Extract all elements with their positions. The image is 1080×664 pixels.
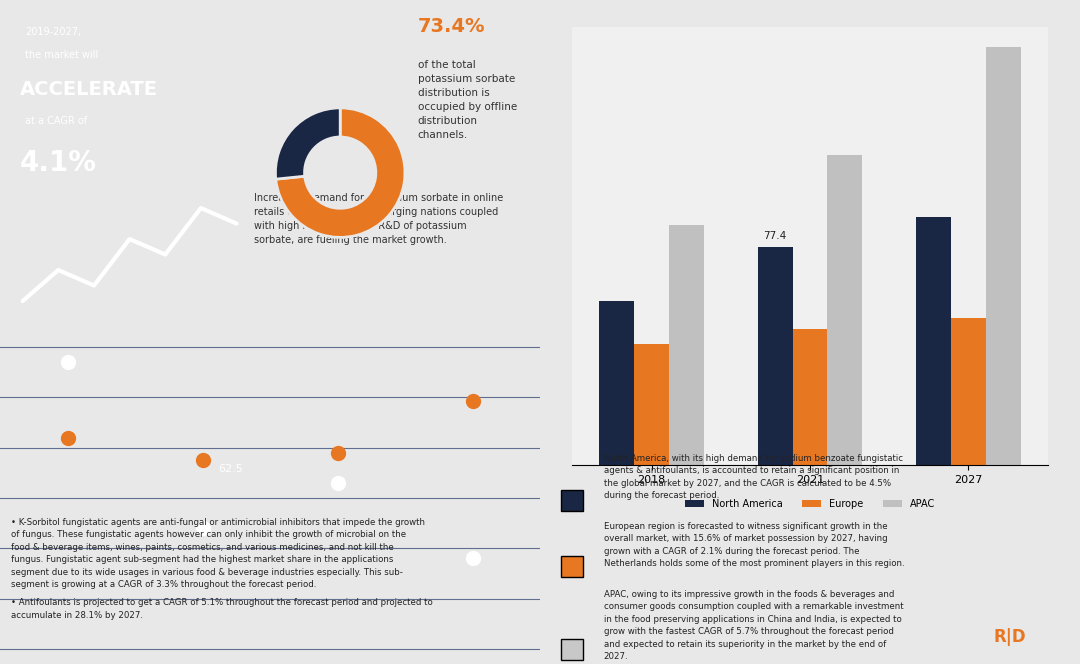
Bar	[669, 225, 704, 465]
Bar	[827, 155, 862, 465]
Legend: North America, Europe, APAC: North America, Europe, APAC	[680, 495, 940, 513]
Text: APAC, owing to its impressive growth in the foods & beverages and
consumer goods: APAC, owing to its impressive growth in …	[604, 590, 903, 661]
Text: 62.5: 62.5	[218, 464, 243, 474]
Text: at a CAGR of: at a CAGR of	[25, 116, 87, 126]
Text: Increasing demand for potassium sorbate in online
retails especially in the emer: Increasing demand for potassium sorbate …	[254, 193, 503, 244]
Text: • K-Sorbitol fungistatic agents are anti-fungal or antimicrobial inhibitors that: • K-Sorbitol fungistatic agents are anti…	[11, 518, 424, 590]
FancyBboxPatch shape	[562, 556, 582, 577]
Bar	[793, 329, 827, 465]
FancyBboxPatch shape	[562, 639, 582, 660]
Text: the market will: the market will	[25, 50, 98, 60]
Text: R|D: R|D	[994, 628, 1026, 647]
Text: ACCELERATE: ACCELERATE	[19, 80, 158, 99]
Bar	[951, 318, 986, 465]
Text: 2019-2027,: 2019-2027,	[25, 27, 81, 37]
Bar	[599, 301, 634, 465]
Text: European region is forecasted to witness significant growth in the
overall marke: European region is forecasted to witness…	[604, 522, 904, 568]
FancyBboxPatch shape	[562, 490, 582, 511]
Text: North America, with its high demand for sodium benzoate fungistatic
agents & ant: North America, with its high demand for …	[604, 454, 903, 500]
Text: 77.4: 77.4	[764, 231, 786, 241]
Bar	[916, 216, 951, 465]
Bar	[758, 246, 793, 465]
Wedge shape	[275, 108, 405, 238]
Text: 4.1%: 4.1%	[19, 149, 97, 177]
Text: • Antifoulants is projected to get a CAGR of 5.1% throughout the forecast period: • Antifoulants is projected to get a CAG…	[11, 598, 433, 620]
Text: 73.4%: 73.4%	[418, 17, 485, 36]
Bar	[634, 343, 669, 465]
Wedge shape	[275, 108, 340, 179]
Text: of the total
potassium sorbate
distribution is
occupied by offline
distribution
: of the total potassium sorbate distribut…	[418, 60, 516, 139]
Bar	[986, 47, 1021, 465]
